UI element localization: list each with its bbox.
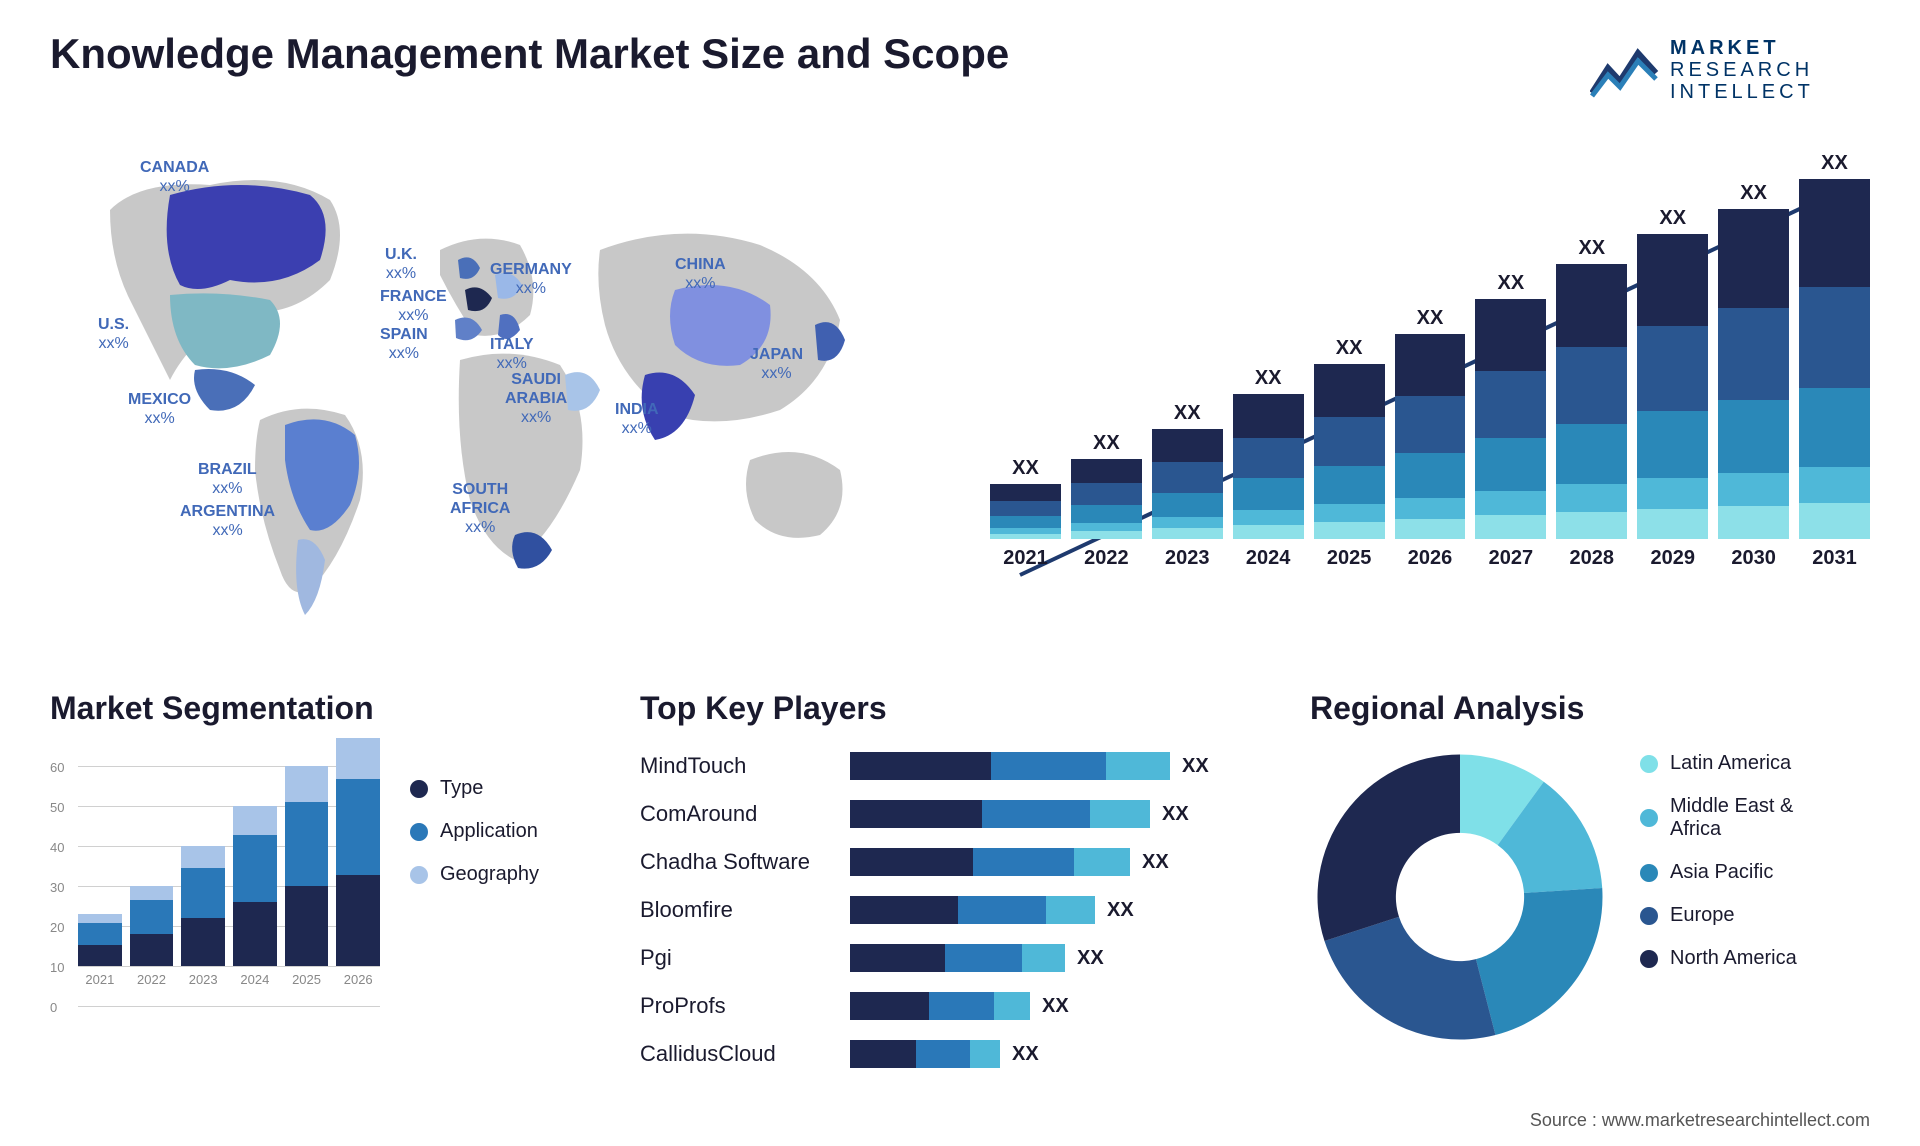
map-label: CANADAxx% <box>140 158 209 196</box>
key-player-row: ComAroundXX <box>640 795 1280 833</box>
source-attribution: Source : www.marketresearchintellect.com <box>1530 1110 1870 1131</box>
logo-mark-icon <box>1590 43 1660 98</box>
map-label: MEXICOxx% <box>128 390 191 428</box>
map-label: CHINAxx% <box>675 255 726 293</box>
forecast-bar: XX2030 <box>1718 182 1789 570</box>
legend-item: Middle East &Africa <box>1640 795 1797 841</box>
regional-panel: Regional Analysis Latin America Middle Ea… <box>1310 690 1870 1083</box>
map-label: FRANCExx% <box>380 287 447 325</box>
donut-slice <box>1324 917 1495 1040</box>
legend-item: Type <box>410 777 539 800</box>
forecast-chart: XX2021XX2022XX2023XX2024XX2025XX2026XX20… <box>990 140 1870 650</box>
segmentation-bar: 2025 <box>285 766 329 987</box>
brand-logo: MARKET RESEARCH INTELLECT <box>1590 30 1870 110</box>
segmentation-legend: Type Application Geography <box>410 747 539 1037</box>
map-label: U.K.xx% <box>385 245 417 283</box>
forecast-bar: XX2028 <box>1556 237 1627 570</box>
key-player-row: ProProfsXX <box>640 987 1280 1025</box>
logo-text-3: INTELLECT <box>1670 81 1814 103</box>
legend-item: Asia Pacific <box>1640 861 1797 884</box>
map-label: JAPANxx% <box>750 345 803 383</box>
segmentation-bar: 2021 <box>78 914 122 987</box>
segmentation-bar: 2022 <box>130 886 174 987</box>
forecast-bar: XX2023 <box>1152 402 1223 570</box>
key-player-row: CallidusCloudXX <box>640 1035 1280 1073</box>
map-label: SPAINxx% <box>380 325 428 363</box>
forecast-bar: XX2022 <box>1071 432 1142 570</box>
segmentation-bar: 2024 <box>233 806 277 987</box>
key-players-panel: Top Key Players MindTouchXX ComAroundXX Ch… <box>640 690 1280 1083</box>
forecast-bar: XX2024 <box>1233 367 1304 570</box>
forecast-bar: XX2025 <box>1314 337 1385 570</box>
legend-item: Application <box>410 820 539 843</box>
segmentation-bar: 2026 <box>336 738 380 987</box>
page-title: Knowledge Management Market Size and Sco… <box>50 30 1590 78</box>
map-label: U.S.xx% <box>98 315 129 353</box>
forecast-bar: XX2027 <box>1475 272 1546 570</box>
map-label: ITALYxx% <box>490 335 534 373</box>
map-label: BRAZILxx% <box>198 460 257 498</box>
logo-text-2: RESEARCH <box>1670 59 1814 81</box>
forecast-bar: XX2021 <box>990 457 1061 570</box>
segmentation-bar: 2023 <box>181 846 225 987</box>
key-player-row: BloomfireXX <box>640 891 1280 929</box>
map-label: INDIAxx% <box>615 400 659 438</box>
donut-slice <box>1318 755 1461 942</box>
legend-item: Geography <box>410 863 539 886</box>
segmentation-chart: 0102030405060 202120222023202420252026 <box>50 747 380 1037</box>
forecast-bar: XX2031 <box>1799 152 1870 570</box>
segmentation-panel: Market Segmentation 0102030405060 202120… <box>50 690 610 1083</box>
regional-title: Regional Analysis <box>1310 690 1870 727</box>
legend-item: Latin America <box>1640 752 1797 775</box>
world-map: CANADAxx% U.S.xx% MEXICOxx%BRAZILxx% ARGENT… <box>50 140 950 650</box>
key-player-row: PgiXX <box>640 939 1280 977</box>
key-player-row: Chadha SoftwareXX <box>640 843 1280 881</box>
regional-donut <box>1310 747 1610 1047</box>
forecast-bar: XX2029 <box>1637 207 1708 570</box>
map-label: ARGENTINAxx% <box>180 502 275 540</box>
map-label: GERMANYxx% <box>490 260 572 298</box>
segmentation-title: Market Segmentation <box>50 690 610 727</box>
legend-item: North America <box>1640 947 1797 970</box>
map-label: SOUTHAFRICAxx% <box>450 480 510 538</box>
donut-slice <box>1476 888 1603 1035</box>
map-label: SAUDIARABIAxx% <box>505 370 567 428</box>
legend-item: Europe <box>1640 904 1797 927</box>
regional-legend: Latin America Middle East &Africa Asia Pac… <box>1640 747 1797 1047</box>
forecast-bar: XX2026 <box>1395 307 1466 570</box>
logo-text-1: MARKET <box>1670 37 1814 59</box>
key-player-row: MindTouchXX <box>640 747 1280 785</box>
key-players-title: Top Key Players <box>640 690 1280 727</box>
